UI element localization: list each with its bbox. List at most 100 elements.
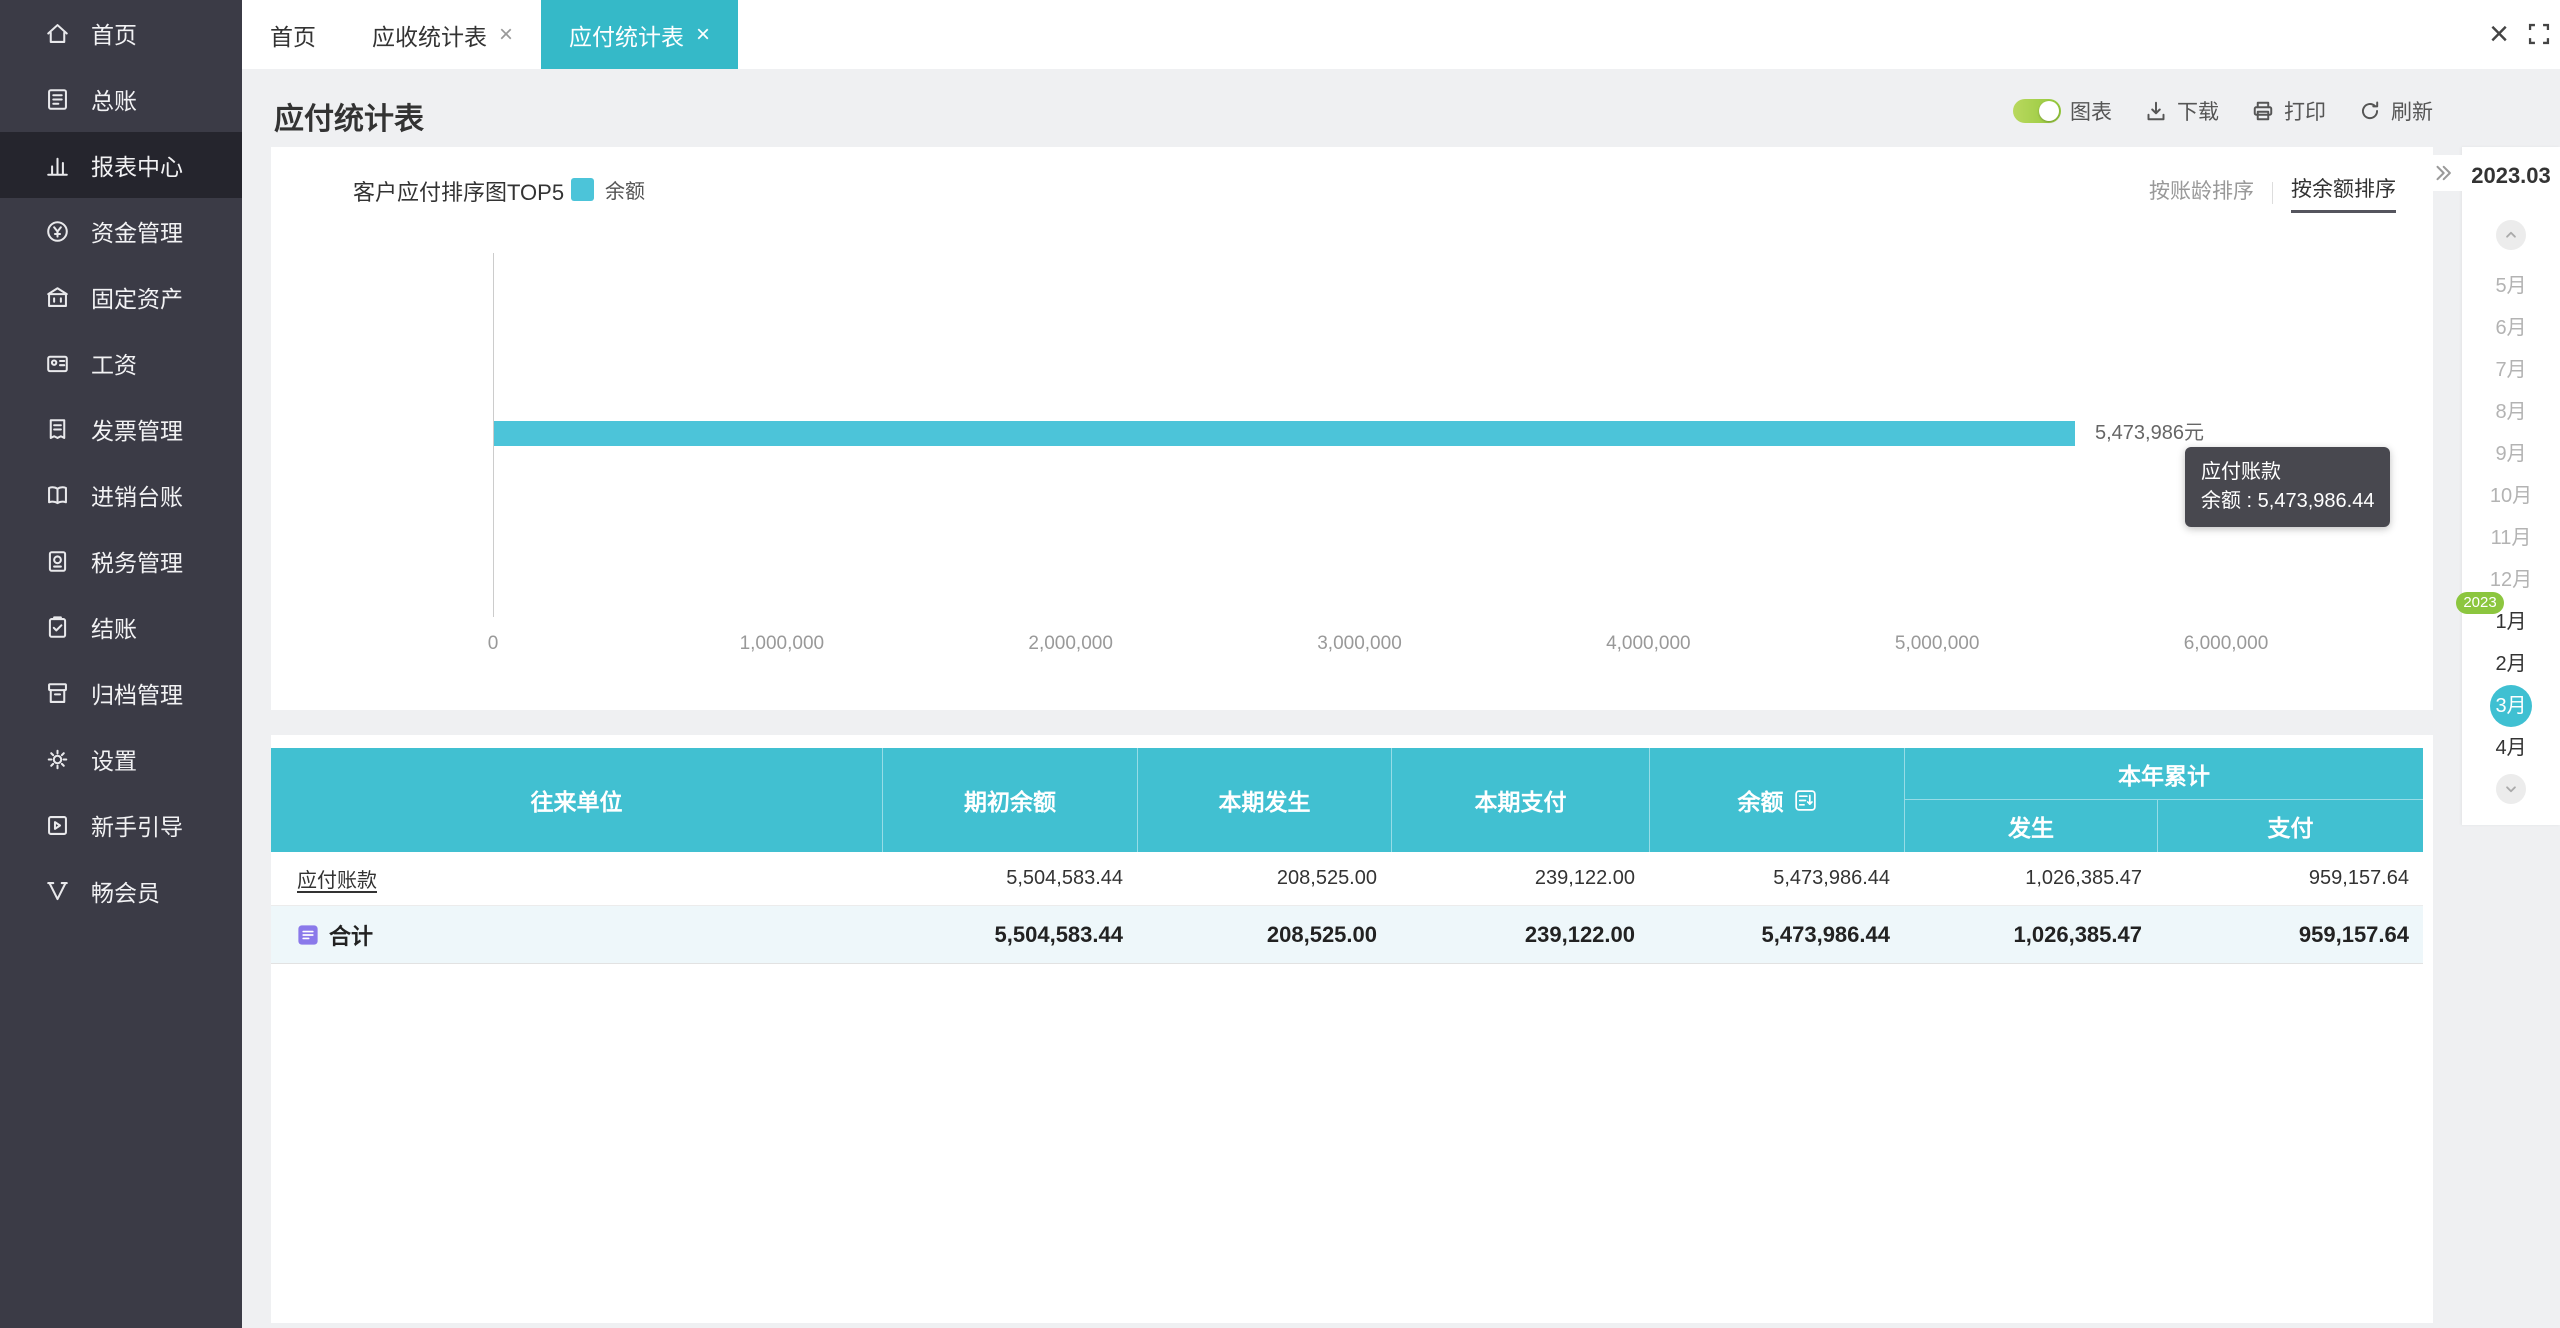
month-item-february[interactable]: 2月 [2495,653,2527,675]
tab-payable-report[interactable]: 应付统计表 × [541,0,739,69]
row-paid-cell: 239,122.00 [1534,867,1635,889]
salary-icon [47,355,68,372]
month-item-april[interactable]: 4月 [2495,737,2527,759]
sort-divider [2272,182,2273,204]
sidebar-item-guide[interactable]: 新手引导 [0,792,242,858]
chart-toggle-control[interactable]: 图表 [2013,96,2112,126]
row-balance-cell: 5,473,986.44 [1773,867,1890,889]
sidebar-item-closing[interactable]: 结账 [0,594,242,660]
year-badge: 2023 [2456,592,2504,614]
sidebar-item-label: 新手引导 [91,814,183,840]
x-axis: 0 1,000,000 2,000,000 3,000,000 4,000,00… [488,633,2269,657]
print-icon [2253,101,2273,121]
month-item-july[interactable]: 7月 [2495,359,2527,381]
col-header-ytd: 本年累计 [1905,748,2423,800]
chart-toggle-switch[interactable] [2013,99,2061,123]
row-ytd-paid-cell: 959,157.64 [2308,867,2409,889]
month-item-may[interactable]: 5月 [2495,275,2527,297]
collapse-month-panel-icon[interactable] [2424,155,2462,191]
sort-by-age-link[interactable]: 按账龄排序 [2149,179,2254,203]
tab-label: 应收统计表 [372,23,487,50]
tab-home[interactable]: 首页 [242,0,344,69]
tax-icon [48,550,67,572]
col-header-paid: 本期支付 [1391,748,1649,852]
fullscreen-icon[interactable] [2522,17,2556,51]
sidebar-item-label: 归档管理 [91,682,183,708]
balance-bar[interactable] [494,421,2076,446]
x-tick: 1,000,000 [739,633,825,654]
month-item-october[interactable]: 10月 [2489,485,2533,507]
row-unit-cell: 应付账款 [271,864,882,893]
tooltip-value: 余额 : 5,473,986.44 [2201,490,2375,512]
month-item-december[interactable]: 12月 [2489,569,2533,591]
sidebar-item-report-center[interactable]: 报表中心 [0,132,242,198]
sidebar-item-inventory-ledger[interactable]: 进销台账 [0,462,242,528]
home-icon [47,23,68,43]
month-item-january[interactable]: 1月 [2495,611,2527,633]
sidebar-item-home[interactable]: 首页 [0,0,242,66]
fixed-assets-icon [47,286,68,307]
sidebar-item-label: 报表中心 [91,154,183,180]
total-label-cell: 合计 [271,919,882,951]
month-item-september[interactable]: 9月 [2495,443,2527,465]
month-item-march-active[interactable]: 3月 [2490,685,2532,727]
window-close-icon[interactable]: × [2489,15,2509,53]
x-tick: 6,000,000 [2183,633,2269,654]
print-label: 打印 [2284,101,2326,124]
sidebar-item-fixed-assets[interactable]: 固定资产 [0,264,242,330]
sidebar-item-salary[interactable]: 工资 [0,330,242,396]
tab-close-icon[interactable]: × [499,20,514,48]
sidebar-item-invoice[interactable]: 发票管理 [0,396,242,462]
sidebar-item-archive[interactable]: 归档管理 [0,660,242,726]
sidebar-item-member[interactable]: 畅会员 [0,858,242,924]
balance-sort-icon[interactable] [1794,789,1817,812]
page-title: 应付统计表 [274,103,424,136]
gear-icon [47,749,68,769]
sidebar: 首页 总账 报表中心 资金管理 固定资产 工资 发票管理 进销台账 税务管理 结… [0,0,242,1328]
x-tick: 4,000,000 [1606,633,1691,654]
sidebar-item-label: 设置 [91,748,137,774]
refresh-icon [2362,101,2379,120]
legend-label: 余额 [605,181,645,203]
sort-by-balance-link[interactable]: 按余额排序 [2291,173,2396,213]
month-item-june[interactable]: 6月 [2495,317,2527,339]
sidebar-item-settings[interactable]: 设置 [0,726,242,792]
scroll-down-icon[interactable] [2496,774,2526,804]
total-opening-cell: 5,504,583.44 [994,921,1123,947]
month-item-november[interactable]: 11月 [2490,527,2532,549]
col-header-ytd-paid: 支付 [2157,800,2423,852]
tooltip-title: 应付账款 [2201,461,2281,483]
download-button[interactable]: 下载 [2144,96,2219,126]
sidebar-item-label: 结账 [91,616,137,642]
scroll-up-icon[interactable] [2496,220,2526,250]
sidebar-item-funds[interactable]: 资金管理 [0,198,242,264]
sidebar-item-tax[interactable]: 税务管理 [0,528,242,594]
col-header-opening: 期初余额 [882,748,1137,852]
table-panel: 往来单位 期初余额 本期发生 本期支付 余额 本年累计 发生 支付 应付账款 [271,735,2433,1323]
clipboard-check-icon [48,615,67,638]
book-icon [48,485,67,504]
month-panel: 2023.03 5月 6月 7月 8月 9月 10月 11月 12月 1月 2月… [2456,147,2560,825]
sidebar-item-label: 总账 [91,88,137,114]
sidebar-item-general-ledger[interactable]: 总账 [0,66,242,132]
chart-tooltip: 应付账款 余额 : 5,473,986.44 [2185,447,2391,527]
bar-plot-area [493,253,2226,617]
sidebar-item-label: 资金管理 [91,220,183,246]
refresh-button[interactable]: 刷新 [2358,96,2433,126]
col-group-ytd: 本年累计 发生 支付 [1904,748,2423,852]
invoice-icon [49,418,66,439]
report-chart-icon [47,157,68,176]
tab-label: 应付统计表 [569,23,685,50]
print-button[interactable]: 打印 [2251,96,2326,126]
ledger-icon [48,88,67,110]
y-axis-line [493,253,494,617]
total-balance-cell: 5,473,986.44 [1761,921,1890,947]
month-item-august[interactable]: 8月 [2495,401,2527,423]
tab-close-icon[interactable]: × [696,20,711,48]
ytd-subheaders: 发生 支付 [1905,800,2423,852]
sidebar-item-label: 畅会员 [91,880,160,906]
payable-account-link[interactable]: 应付账款 [297,870,377,892]
col-header-balance[interactable]: 余额 [1649,748,1904,852]
download-icon [2147,101,2165,121]
tab-receivable-report[interactable]: 应收统计表 × [344,0,541,69]
